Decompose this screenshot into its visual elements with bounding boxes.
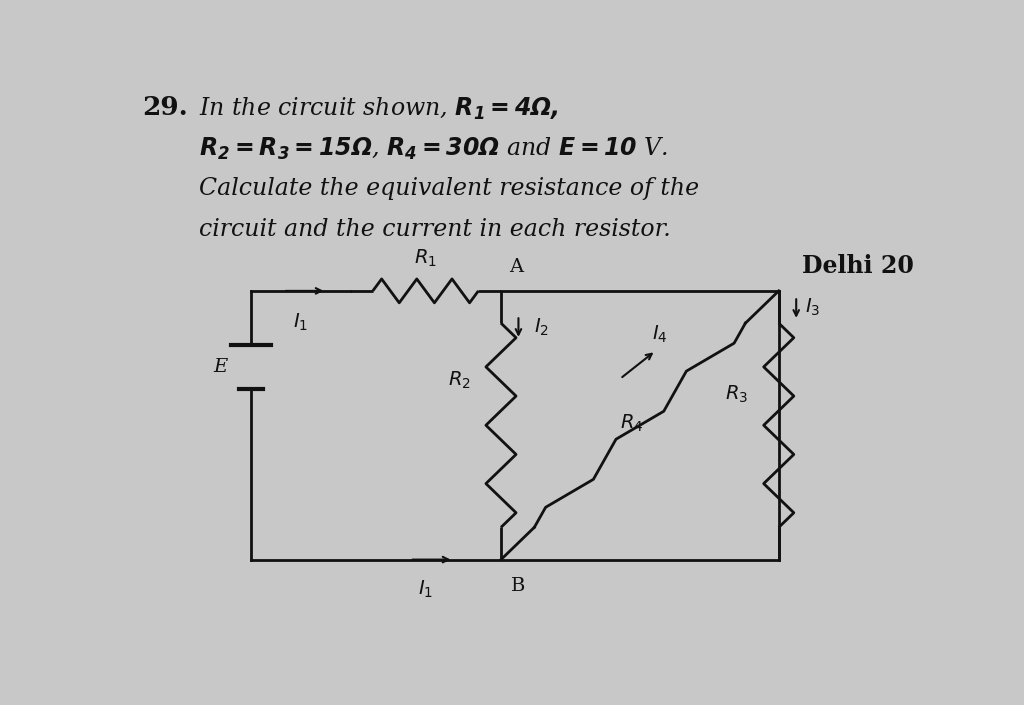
Text: In the circuit shown, $\bfit{R}_1=4\Omega,$: In the circuit shown, $\bfit{R}_1=4\Omeg…: [200, 95, 559, 122]
Text: $\bfit{R}_2=\bfit{R}_3=15\Omega$, $\bfit{R}_4=30\Omega$ and $\bfit{E}=10$ V.: $\bfit{R}_2=\bfit{R}_3=15\Omega$, $\bfit…: [200, 136, 669, 162]
Text: $I_2$: $I_2$: [535, 317, 549, 338]
Text: $R_3$: $R_3$: [725, 384, 749, 405]
Text: A: A: [509, 258, 523, 276]
Text: $R_4$: $R_4$: [621, 413, 644, 434]
Text: $R_2$: $R_2$: [449, 370, 471, 391]
Text: $I_4$: $I_4$: [652, 324, 668, 345]
Text: Calculate the equivalent resistance of the: Calculate the equivalent resistance of t…: [200, 177, 699, 200]
Text: 29.: 29.: [142, 95, 188, 121]
Text: $R_1$: $R_1$: [414, 248, 437, 269]
Text: $I_3$: $I_3$: [805, 297, 820, 318]
Text: circuit and the current in each resistor.: circuit and the current in each resistor…: [200, 218, 671, 240]
Text: $I_1$: $I_1$: [294, 312, 308, 333]
Text: Delhi 20: Delhi 20: [802, 254, 913, 278]
Text: B: B: [511, 577, 525, 595]
Text: $I_1$: $I_1$: [418, 579, 433, 600]
Text: E: E: [213, 358, 227, 376]
